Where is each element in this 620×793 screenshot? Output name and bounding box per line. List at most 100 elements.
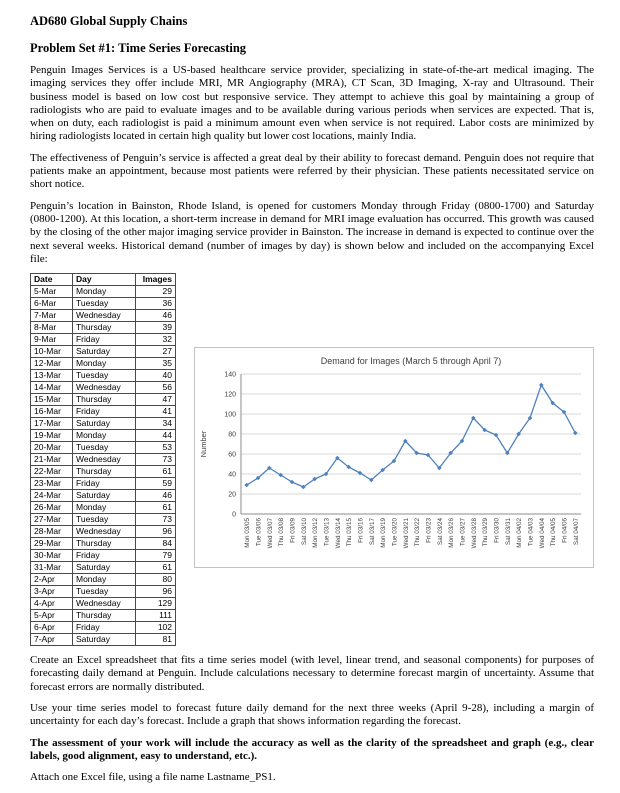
x-tick-label: Thu 03/08: [278, 518, 285, 547]
demand-chart: 0 20 40 60 80 100 120 140 Mon 03/05 Tue 03/06 Wed …: [194, 347, 594, 569]
table-cell: 102: [135, 621, 176, 635]
table-cell: 61: [135, 465, 176, 479]
table-cell: 14-Mar: [30, 381, 73, 395]
page-title: AD680 Global Supply Chains: [30, 14, 188, 28]
data-point-marker: [482, 427, 487, 433]
data-point-marker: [437, 465, 442, 471]
x-tick-label: Mon 03/26: [448, 518, 455, 548]
table-cell: 59: [135, 477, 176, 491]
data-point-marker: [289, 479, 295, 485]
table-row: 7-Apr Saturday 81: [30, 633, 176, 647]
table-row: 10-Mar Saturday 27: [30, 345, 176, 359]
table-cell: Wednesday: [71, 309, 137, 323]
table-cell: 35: [135, 357, 176, 371]
table-row: 20-Mar Tuesday 53: [30, 441, 176, 455]
table-cell: 28-Mar: [30, 525, 73, 539]
table-cell: Thursday: [71, 321, 137, 335]
table-cell: Thursday: [71, 609, 137, 623]
table-row: 13-Mar Tuesday 40: [30, 369, 176, 383]
table-cell: 47: [135, 393, 176, 407]
table-cell: 10-Mar: [30, 345, 73, 359]
y-tick-label: 20: [228, 492, 236, 499]
table-cell: Friday: [71, 333, 137, 347]
x-tick-label: Sat 04/07: [573, 518, 580, 545]
data-point-marker: [573, 430, 578, 436]
table-cell: 6-Apr: [30, 621, 73, 635]
table-cell: Saturday: [71, 417, 137, 431]
table-cell: 40: [135, 369, 176, 383]
x-tick-label: Wed 03/07: [267, 518, 274, 549]
table-row: 4-Apr Wednesday 129: [30, 597, 176, 611]
table-row: 9-Mar Friday 32: [30, 333, 176, 347]
table-cell: 29-Mar: [30, 537, 73, 551]
table-cell: 19-Mar: [30, 429, 73, 443]
table-cell: Thursday: [71, 393, 137, 407]
x-tick-label: Sat 03/10: [301, 518, 308, 545]
table-cell: 3-Apr: [30, 585, 73, 599]
table-cell: 111: [135, 609, 176, 623]
table-cell: 61: [135, 501, 176, 515]
table-cell: 15-Mar: [30, 393, 73, 407]
table-cell: 26-Mar: [30, 501, 73, 515]
y-tick-label: 120: [224, 392, 236, 399]
table-cell: 73: [135, 453, 176, 467]
table-cell: Saturday: [71, 633, 137, 647]
table-row: 5-Apr Thursday 111: [30, 609, 176, 623]
table-header-cell: Date: [30, 273, 73, 287]
data-point-marker: [459, 438, 465, 444]
x-tick-label: Mon 03/19: [380, 518, 387, 548]
paragraph-location: Penguin’s location in Bainston, Rhode Is…: [30, 199, 594, 265]
table-cell: 56: [135, 381, 176, 395]
table-row: 22-Mar Thursday 61: [30, 465, 176, 479]
table-cell: Friday: [71, 549, 137, 563]
data-point-marker: [471, 415, 476, 421]
table-row: 29-Mar Thursday 84: [30, 537, 176, 551]
x-tick-label: Fri 03/09: [290, 518, 297, 543]
paragraph-effectiveness: The effectiveness of Penguin’s service i…: [30, 151, 594, 191]
table-cell: Tuesday: [71, 585, 137, 599]
table-cell: 6-Mar: [30, 297, 73, 311]
table-row: 6-Apr Friday 102: [30, 621, 176, 635]
table-cell: Friday: [71, 405, 137, 419]
table-header-cell: Day: [71, 273, 137, 287]
table-cell: 7-Apr: [30, 633, 73, 647]
table-row: 7-Mar Wednesday 46: [30, 309, 176, 323]
x-tick-label: Mon 04/02: [516, 518, 523, 548]
x-tick-label: Fri 03/16: [358, 518, 365, 543]
y-tick-label: 100: [224, 412, 236, 419]
table-cell: 24-Mar: [30, 489, 73, 503]
table-cell: Tuesday: [71, 369, 137, 383]
table-cell: 32: [135, 333, 176, 347]
table-row: 30-Mar Friday 79: [30, 549, 176, 563]
table-cell: 9-Mar: [30, 333, 73, 347]
table-row: 27-Mar Tuesday 73: [30, 513, 176, 527]
x-tick-label: Thu 03/15: [346, 518, 353, 547]
x-tick-label: Tue 03/13: [324, 518, 331, 547]
table-cell: 36: [135, 297, 176, 311]
table-cell: Tuesday: [71, 513, 137, 527]
table-row: 5-Mar Monday 29: [30, 285, 176, 299]
x-tick-label: Wed 03/14: [335, 518, 342, 549]
y-tick-label: 60: [228, 452, 236, 459]
x-tick-label: Thu 03/29: [482, 518, 489, 547]
table-row: 26-Mar Monday 61: [30, 501, 176, 515]
table-cell: 53: [135, 441, 176, 455]
data-point-marker: [335, 455, 340, 461]
paragraph-task-spreadsheet: Create an Excel spreadsheet that fits a …: [30, 654, 594, 693]
data-point-marker: [448, 450, 453, 456]
x-tick-label: Wed 03/21: [403, 518, 410, 549]
data-point-marker: [403, 438, 408, 444]
paragraph-task-forecast: Use your time series model to forecast f…: [30, 702, 594, 728]
table-row: 15-Mar Thursday 47: [30, 393, 176, 407]
table-cell: 2-Apr: [30, 573, 73, 587]
table-cell: 96: [135, 525, 176, 539]
x-tick-label: Wed 04/04: [539, 518, 546, 549]
demand-table-body: 5-Mar Monday 29 6-Mar Tuesday 36 7-Mar Wednesda…: [30, 285, 176, 647]
x-tick-label: Tue 03/06: [256, 518, 263, 547]
paragraph-assessment: The assessment of your work will include…: [30, 736, 594, 762]
table-row: 12-Mar Monday 35: [30, 357, 176, 371]
table-cell: 41: [135, 405, 176, 419]
data-point-marker: [516, 431, 521, 437]
data-point-marker: [539, 382, 544, 388]
